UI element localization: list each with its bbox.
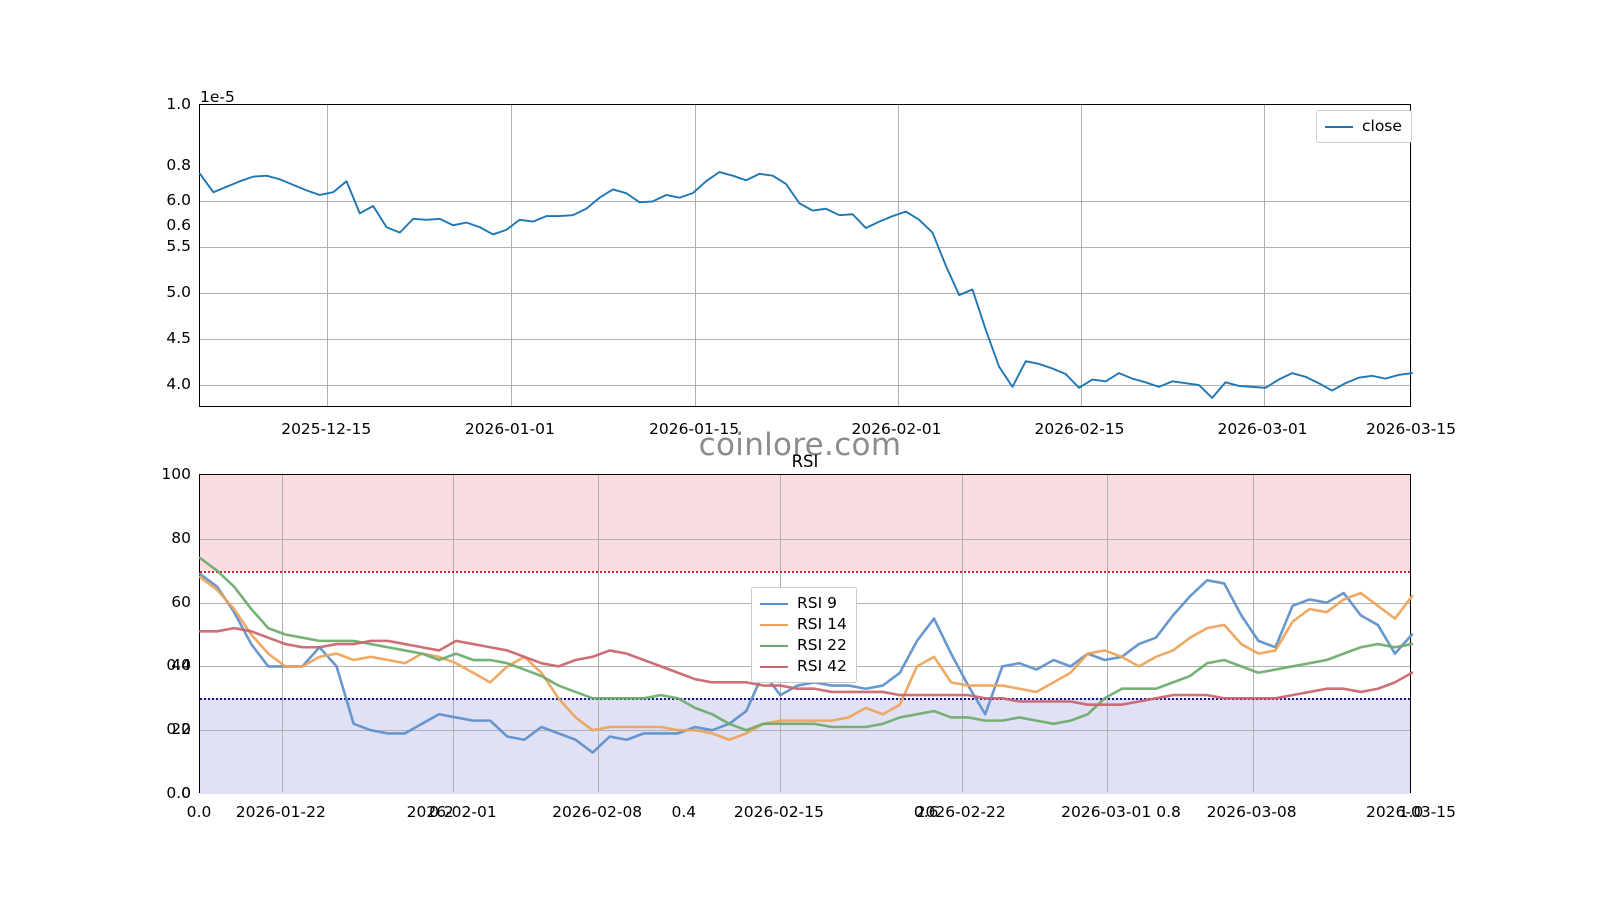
legend-swatch-icon [760, 623, 788, 626]
legend-swatch-icon [760, 644, 788, 647]
gridline [200, 538, 1410, 540]
tick-label: 2026-02-15 [1034, 420, 1125, 438]
gridline [961, 475, 963, 792]
gridline [200, 201, 1410, 203]
legend-item[interactable]: RSI 22 [760, 635, 847, 656]
gridline [200, 293, 1410, 295]
rsi-panel-title: RSI [791, 452, 819, 471]
gridline [897, 105, 899, 406]
tick-label: 5.0 [166, 283, 191, 302]
tick-label: 2026-03-15 [1365, 803, 1457, 821]
rsi-line-rsi-9 [198, 572, 1414, 754]
tick-label: 0.0 [186, 803, 212, 821]
price-legend[interactable]: close [1316, 110, 1412, 143]
gridline [510, 105, 512, 406]
tick-label: 2026-02-01 [851, 420, 942, 438]
legend-label: RSI 9 [797, 593, 837, 612]
tick-label: 2026-01-15 [649, 420, 740, 438]
legend-item[interactable]: RSI 9 [760, 593, 847, 614]
tick-label: 2026-02-15 [733, 803, 824, 821]
gridline [200, 385, 1410, 387]
gridline [327, 105, 329, 406]
tick-label: 4.0 [166, 375, 191, 394]
tick-label: 2026-03-15 [1365, 420, 1457, 438]
legend-item[interactable]: close [1325, 116, 1402, 137]
legend-label: RSI 42 [797, 656, 847, 675]
tick-label: 2026-01-01 [464, 420, 555, 438]
tick-label: 0.6 [166, 216, 191, 235]
tick-label: 2026-02-01 [406, 803, 497, 821]
price-plot-area [199, 104, 1413, 407]
gridline [200, 730, 1410, 732]
tick-label: 2026-02-08 [552, 803, 643, 821]
overbought-band [200, 475, 1410, 571]
tick-label: 0.4 [166, 656, 191, 675]
legend-label: RSI 14 [797, 614, 847, 633]
tick-label: 0.4 [671, 803, 697, 821]
tick-label: 6.0 [166, 191, 191, 210]
tick-label: 2026-03-01 [1217, 420, 1308, 438]
gridline [1107, 475, 1109, 792]
legend-item[interactable]: RSI 42 [760, 656, 847, 677]
oversold-band [200, 698, 1410, 794]
legend-swatch-icon [760, 665, 788, 668]
tick-label: 0.8 [1156, 803, 1181, 821]
gridline [695, 105, 697, 406]
price-axis-offset-label: 1e-5 [200, 88, 235, 106]
legend-label: RSI 22 [797, 635, 847, 654]
tick-label: 0.2 [429, 803, 454, 821]
gridline [200, 339, 1410, 341]
rsi-line-rsi-42 [198, 626, 1414, 706]
gridline [1263, 105, 1265, 406]
rsi-legend[interactable]: RSI 9 RSI 14 RSI 22 RSI 42 [751, 587, 857, 683]
rsi-line-rsi-22 [198, 556, 1414, 732]
legend-swatch-icon [1325, 125, 1353, 128]
tick-label: 5.5 [166, 237, 191, 256]
tick-label: 2026-03-08 [1206, 803, 1297, 821]
tick-label: 2026-02-22 [915, 803, 1006, 821]
legend-item[interactable]: RSI 14 [760, 614, 847, 635]
legend-swatch-icon [760, 602, 788, 605]
close-price-line [199, 171, 1413, 399]
gridline [200, 247, 1410, 249]
tick-label: 60 [171, 592, 191, 611]
watermark: coinlore.com [698, 427, 902, 463]
tick-label: 0.2 [166, 720, 191, 739]
overbought-threshold-line [200, 570, 1410, 573]
gridline [452, 475, 454, 792]
tick-label: 2025-12-15 [281, 420, 372, 438]
gridline [1080, 105, 1082, 406]
tick-label: 0 [181, 784, 191, 802]
tick-label: 40 [171, 656, 191, 675]
tick-label: 0.8 [166, 155, 191, 174]
legend-label: close [1362, 116, 1402, 135]
tick-label: 4.5 [166, 329, 191, 348]
tick-label: 1.0 [166, 95, 191, 113]
rsi-line-series [198, 556, 1414, 754]
tick-label: 100 [161, 465, 191, 483]
gridline [598, 475, 600, 792]
tick-label: 80 [171, 528, 191, 547]
tick-label: 2026-03-01 [1061, 803, 1152, 821]
tick-label: 1.0 [1398, 803, 1424, 821]
oversold-threshold-line [200, 698, 1410, 701]
tick-label: 0.6 [913, 803, 939, 821]
rsi-line-rsi-14 [198, 575, 1414, 742]
price-line-series [199, 171, 1413, 399]
tick-label: 0.0 [166, 784, 191, 802]
tick-label: 2026-01-22 [235, 803, 326, 821]
tick-label: 20 [171, 720, 191, 739]
